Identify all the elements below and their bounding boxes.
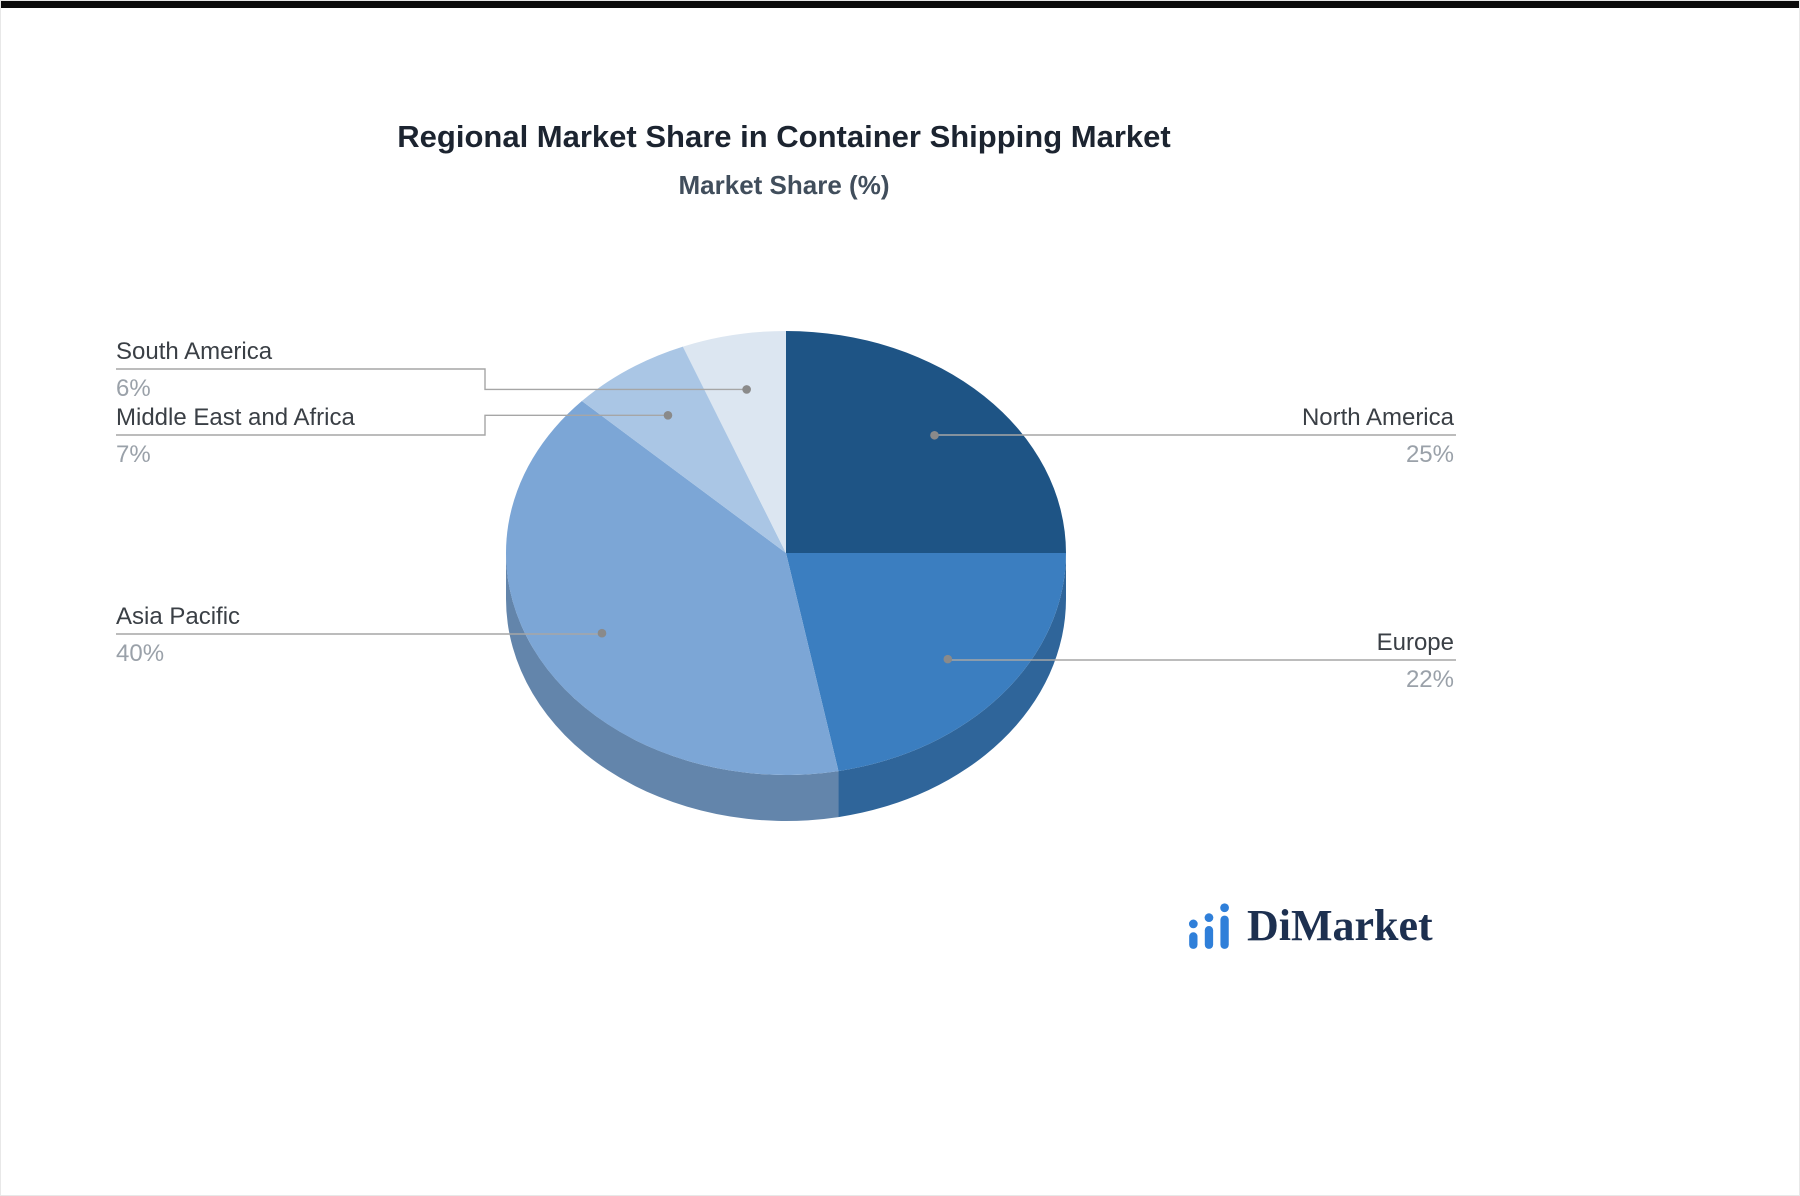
slice-value-asia-pacific: 40%: [116, 640, 165, 667]
bar-chart-icon: [1188, 903, 1229, 949]
slice-value-middle-east-and-africa: 7%: [116, 441, 151, 468]
chart-title: Regional Market Share in Container Shipp…: [397, 119, 1171, 154]
slice-value-north-america: 25%: [1405, 441, 1454, 468]
callout-middle-east-and-africa: Middle East and Africa 7%: [116, 403, 355, 470]
callout-north-america: North America 25%: [1302, 403, 1454, 470]
slice-value-south-america: 6%: [116, 375, 151, 402]
slice-label-asia-pacific: Asia Pacific: [116, 603, 241, 630]
slice-label-middle-east-and-africa: Middle East and Africa: [116, 404, 355, 431]
callout-south-america: South America 6%: [116, 337, 272, 404]
callout-europe: Europe 22%: [1377, 628, 1454, 695]
slice-value-europe: 22%: [1405, 666, 1454, 693]
slice-label-south-america: South America: [116, 338, 273, 365]
brand-logo-text: DiMarket: [1247, 901, 1433, 950]
brand-logo: DiMarket: [1186, 901, 1433, 951]
callout-asia-pacific: Asia Pacific 40%: [116, 602, 240, 669]
chart-subtitle: Market Share (%): [678, 170, 890, 200]
slice-label-north-america: North America: [1301, 404, 1454, 431]
slice-label-europe: Europe: [1376, 629, 1454, 656]
window-top-edge: [1, 1, 1799, 8]
